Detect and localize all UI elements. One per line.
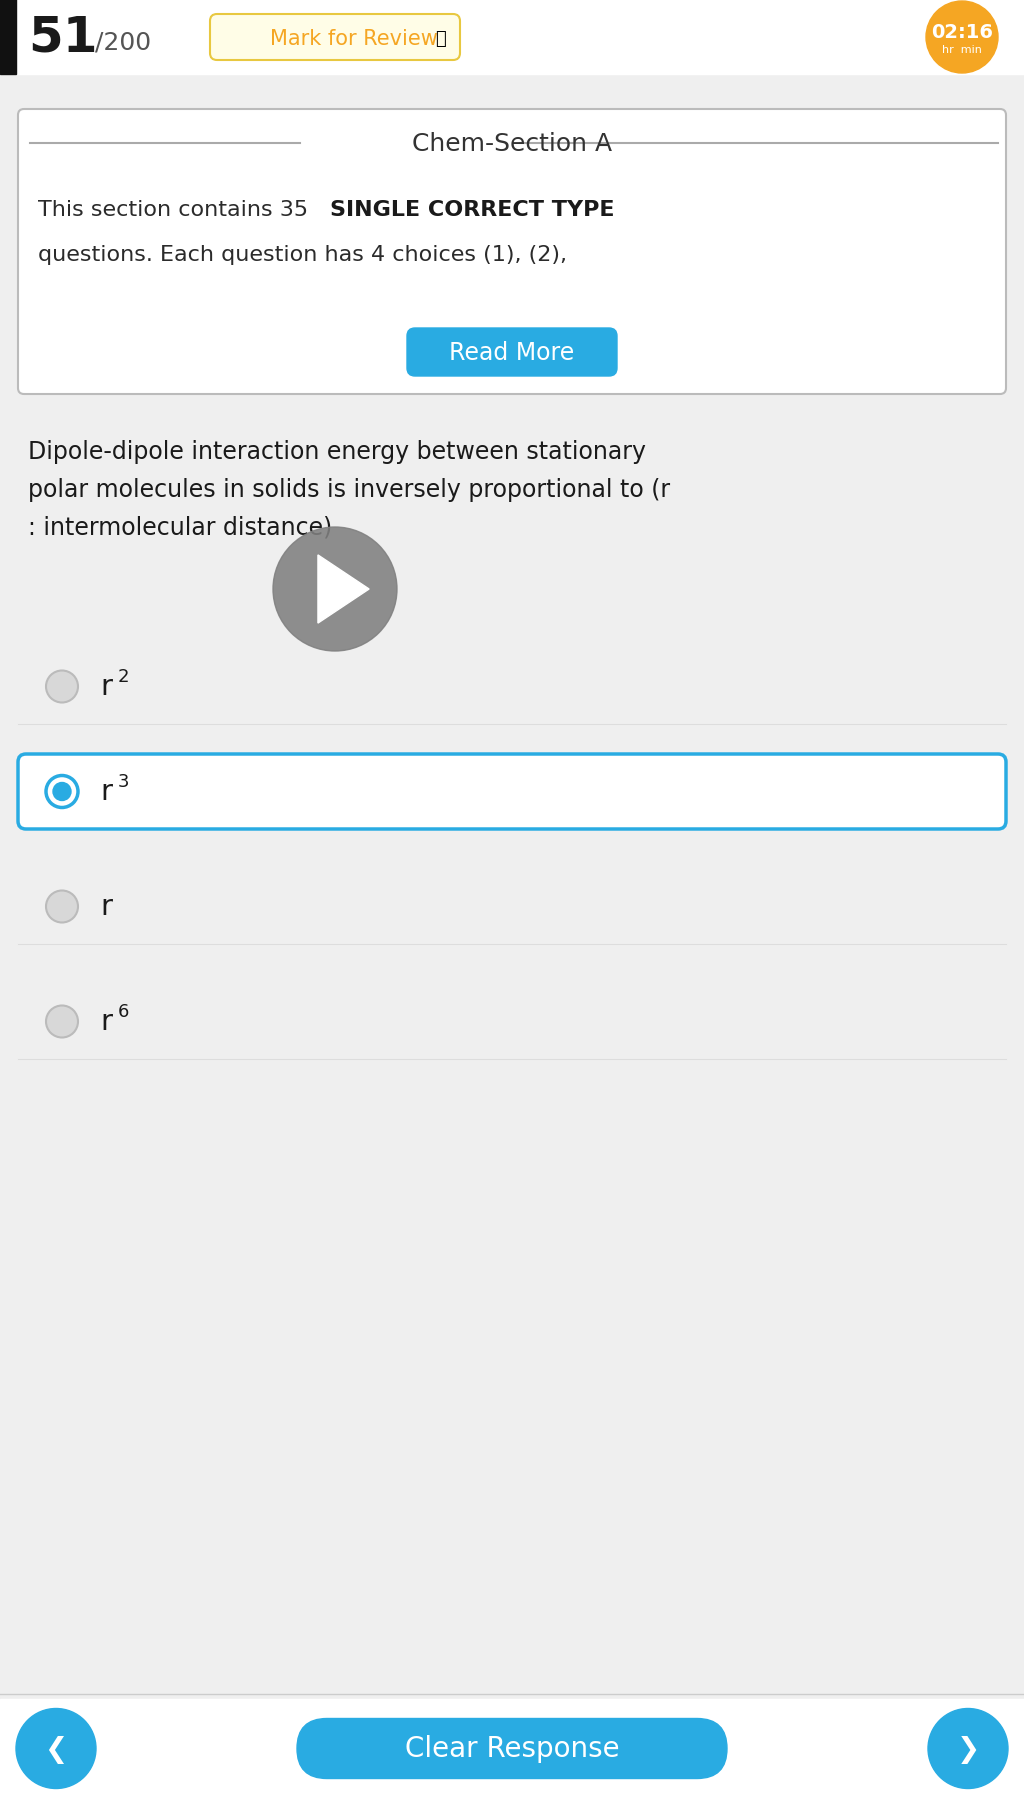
Circle shape <box>16 1708 96 1789</box>
Text: Read More: Read More <box>450 342 574 365</box>
Polygon shape <box>317 556 369 624</box>
Circle shape <box>53 784 71 802</box>
Text: r: r <box>100 894 112 921</box>
Bar <box>18 649 1006 725</box>
Text: ❮: ❮ <box>44 1735 68 1762</box>
Text: 6: 6 <box>118 1003 129 1021</box>
Circle shape <box>46 1005 78 1037</box>
Bar <box>18 985 1006 1059</box>
FancyBboxPatch shape <box>297 1719 727 1778</box>
FancyBboxPatch shape <box>18 110 1006 396</box>
Circle shape <box>46 777 78 807</box>
Circle shape <box>928 1708 1008 1789</box>
Text: /200: /200 <box>95 31 152 54</box>
Circle shape <box>926 2 998 74</box>
Text: Chem-Section A: Chem-Section A <box>412 131 612 156</box>
Text: SINGLE CORRECT TYPE: SINGLE CORRECT TYPE <box>330 200 614 219</box>
Circle shape <box>273 527 397 651</box>
Text: ❯: ❯ <box>956 1735 980 1762</box>
Text: 🚩: 🚩 <box>434 31 445 49</box>
Text: : intermolecular distance): : intermolecular distance) <box>28 516 332 539</box>
Text: hr  min: hr min <box>942 45 982 56</box>
Circle shape <box>46 892 78 922</box>
Text: Clear Response: Clear Response <box>404 1735 620 1762</box>
Text: r: r <box>100 1009 112 1036</box>
Bar <box>0 0 16 76</box>
Text: polar molecules in solids is inversely proportional to (r: polar molecules in solids is inversely p… <box>28 478 670 502</box>
Text: Dipole-dipole interaction energy between stationary: Dipole-dipole interaction energy between… <box>28 441 646 464</box>
Text: 3: 3 <box>118 773 129 791</box>
FancyBboxPatch shape <box>210 14 460 61</box>
FancyBboxPatch shape <box>407 329 617 378</box>
Bar <box>18 870 1006 944</box>
Text: 51: 51 <box>28 14 97 61</box>
Text: Mark for Review: Mark for Review <box>270 29 438 49</box>
Bar <box>0 1699 1024 1798</box>
FancyBboxPatch shape <box>18 755 1006 829</box>
Text: r: r <box>100 779 112 806</box>
Text: questions. Each question has 4 choices (1), (2),: questions. Each question has 4 choices (… <box>38 245 567 264</box>
Text: 2: 2 <box>118 669 129 687</box>
Bar <box>0 0 1024 76</box>
Circle shape <box>46 671 78 703</box>
Text: 02:16: 02:16 <box>931 23 993 41</box>
Text: This section contains 35: This section contains 35 <box>38 200 315 219</box>
Text: r: r <box>100 672 112 701</box>
